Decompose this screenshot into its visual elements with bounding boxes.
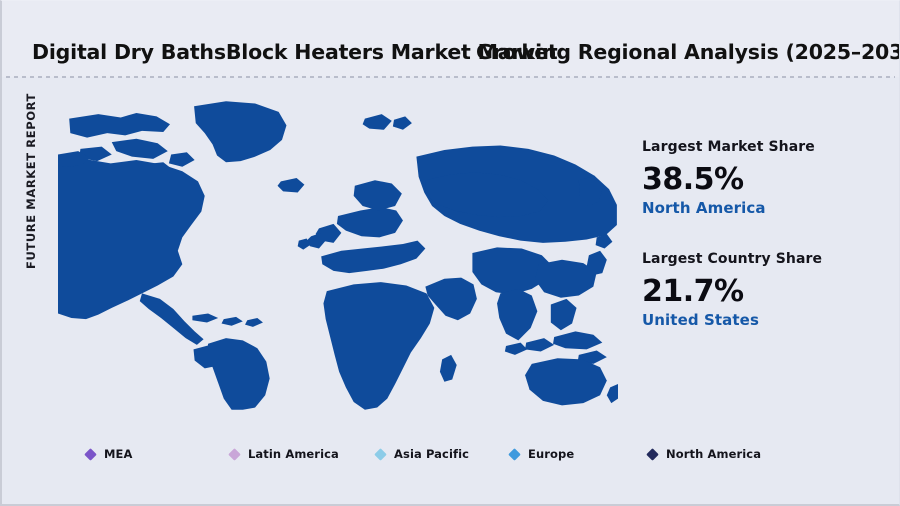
header-divider bbox=[6, 76, 895, 78]
stat-label: Largest Country Share bbox=[642, 251, 823, 267]
legend-item-asia-pacific[interactable]: Asia Pacific bbox=[374, 447, 470, 461]
legend-item-label: Asia Pacific bbox=[394, 447, 470, 461]
legend-item-label: Europe bbox=[528, 447, 575, 461]
page-title-primary: Digital Dry BathsBlock Heaters Market Ma… bbox=[32, 40, 558, 64]
chart-legend: MEA Latin America Asia Pacific Europe No… bbox=[84, 447, 802, 469]
brand-watermark: FUTURE MARKET REPORT bbox=[24, 92, 38, 269]
legend-item-mea[interactable]: MEA bbox=[84, 447, 133, 461]
stat-largest-market-share: Largest Market Share 38.5% North America bbox=[642, 139, 886, 217]
legend-item-latin-america[interactable]: Latin America bbox=[228, 447, 339, 461]
legend-item-label: North America bbox=[666, 447, 762, 461]
legend-diamond-icon bbox=[646, 447, 659, 461]
legend-item-label: MEA bbox=[104, 447, 133, 461]
world-map-landmasses bbox=[58, 101, 618, 410]
world-map bbox=[58, 93, 618, 413]
legend-diamond-icon bbox=[84, 447, 97, 461]
stat-largest-country-share: Largest Country Share 21.7% United State… bbox=[642, 251, 886, 329]
world-map-svg bbox=[58, 101, 618, 410]
legend-item-europe[interactable]: Europe bbox=[508, 447, 575, 461]
legend-diamond-icon bbox=[508, 447, 521, 461]
stat-value: 21.7% bbox=[642, 274, 744, 309]
stats-panel: Largest Market Share 38.5% North America… bbox=[642, 139, 886, 363]
legend-item-label: Latin America bbox=[248, 447, 339, 461]
stat-region: United States bbox=[642, 311, 759, 329]
stat-value: 38.5% bbox=[642, 162, 744, 197]
legend-diamond-icon bbox=[374, 447, 387, 461]
legend-diamond-icon bbox=[228, 447, 241, 461]
page-title-secondary: Growing Regional Analysis (2025–2032) bbox=[476, 40, 900, 64]
stat-label: Largest Market Share bbox=[642, 139, 815, 155]
stat-region: North America bbox=[642, 199, 766, 217]
legend-item-north-america[interactable]: North America bbox=[646, 447, 762, 461]
chart-header: Digital Dry BathsBlock Heaters Market Ma… bbox=[2, 1, 900, 78]
